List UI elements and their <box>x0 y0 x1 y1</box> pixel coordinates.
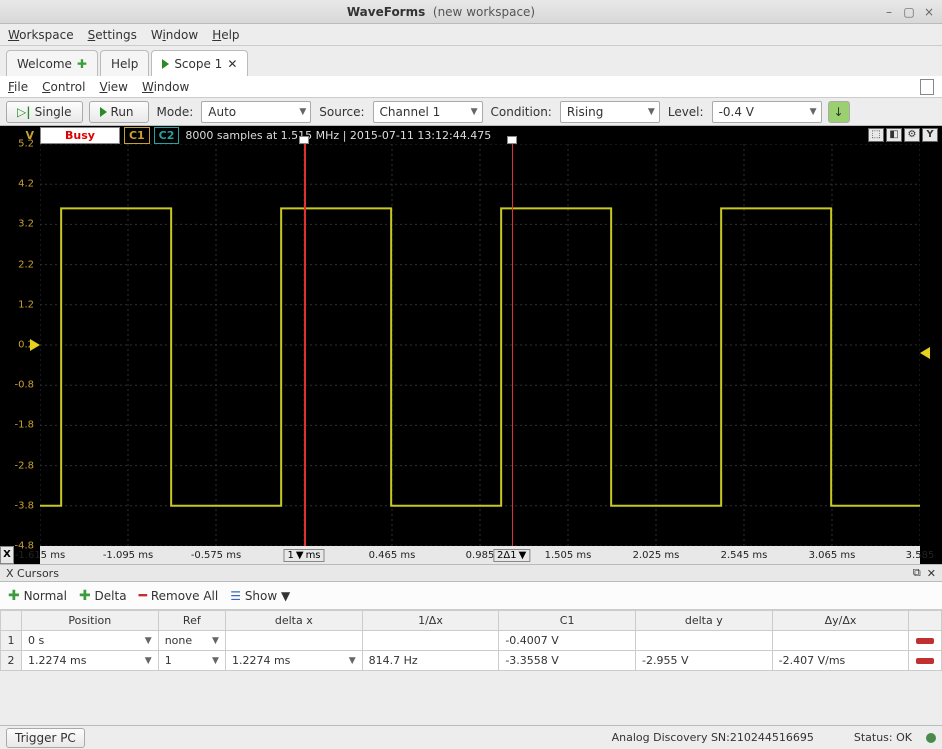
level-value: -0.4 V <box>719 105 754 119</box>
doc-icon[interactable] <box>920 79 934 95</box>
mode-combo[interactable]: Auto▼ <box>201 101 311 123</box>
titlebar: WaveForms (new workspace) – ▢ × <box>0 0 942 24</box>
statusbar: Trigger PC Analog Discovery SN:210244516… <box>0 725 942 749</box>
tab-welcome[interactable]: Welcome ✚ <box>6 50 98 76</box>
trigger-marker-right-icon[interactable] <box>920 347 930 359</box>
cursor-2-box[interactable]: 2Δ1▼ <box>493 549 530 562</box>
menu-window2[interactable]: Window <box>142 80 189 94</box>
run-button[interactable]: Run <box>89 101 149 123</box>
level-label: Level: <box>666 105 706 119</box>
menu-workspace[interactable]: Workspace <box>8 28 74 42</box>
menu-window[interactable]: Window <box>151 28 198 42</box>
single-button[interactable]: ▷| Single <box>6 101 83 123</box>
tabstrip: Welcome ✚ Help Scope 1 ✕ <box>0 46 942 76</box>
xcursors-header: X Cursors ⧉ ✕ <box>0 564 942 582</box>
device-info: Analog Discovery SN:210244516695 <box>612 731 814 744</box>
scope-header: V Busy C1 C2 8000 samples at 1.515 MHz |… <box>0 126 942 144</box>
cursor-1-line[interactable] <box>304 144 306 546</box>
condition-combo[interactable]: Rising▼ <box>560 101 660 123</box>
x-button[interactable]: X <box>0 546 14 564</box>
app-menubar: Workspace Settings Window Help <box>0 24 942 46</box>
cursor-row[interactable]: 21.2274 ms▼1▼1.2274 ms▼814.7 Hz-3.3558 V… <box>1 651 942 671</box>
menu-settings[interactable]: Settings <box>88 28 137 42</box>
cursor-row[interactable]: 10 s▼none▼-0.4007 V <box>1 631 942 651</box>
tab-help[interactable]: Help <box>100 50 149 76</box>
busy-indicator: Busy <box>40 127 120 144</box>
xcursors-table: PositionRefdelta x1/ΔxC1delta yΔy/Δx 10 … <box>0 610 942 671</box>
tab-close-icon[interactable]: ✕ <box>227 57 237 71</box>
menu-help[interactable]: Help <box>212 28 239 42</box>
single-label: Single <box>35 105 72 119</box>
cursor-1-box[interactable]: 1▼ms <box>283 549 324 562</box>
cursor-2-line[interactable] <box>512 144 514 546</box>
remove-all-button[interactable]: ━ Remove All <box>139 588 219 604</box>
plus-icon: ✚ <box>77 57 87 71</box>
status-icon <box>926 733 936 743</box>
add-delta-button[interactable]: ✚ Delta <box>79 588 127 604</box>
play-icon <box>162 59 169 69</box>
source-label: Source: <box>317 105 366 119</box>
acquisition-info: 8000 samples at 1.515 MHz | 2015-07-11 1… <box>185 129 491 142</box>
menu-view[interactable]: View <box>99 80 127 94</box>
tab-welcome-label: Welcome <box>17 57 72 71</box>
hdr-icon-2[interactable]: ◧ <box>886 128 902 142</box>
xcursors-title: X Cursors <box>6 567 59 580</box>
play-icon <box>100 107 107 117</box>
tab-scope1[interactable]: Scope 1 ✕ <box>151 50 248 76</box>
trigger-pc-button[interactable]: Trigger PC <box>6 728 85 748</box>
maximize-icon[interactable]: ▢ <box>902 5 916 19</box>
status-ok: Status: OK <box>854 731 912 744</box>
close-icon[interactable]: × <box>922 5 936 19</box>
x-axis: -1.615 ms-1.095 ms-0.575 ms0.465 ms0.985… <box>40 546 920 564</box>
mode-value: Auto <box>208 105 236 119</box>
channel-c1-chip[interactable]: C1 <box>124 127 150 144</box>
trigger-down-icon[interactable]: ↓ <box>828 101 850 123</box>
cursor-1-handle-icon[interactable] <box>299 136 309 144</box>
window-title: WaveForms (new workspace) <box>6 5 876 19</box>
right-strip <box>920 144 942 546</box>
cursor-2-handle-icon[interactable] <box>507 136 517 144</box>
mode-label: Mode: <box>155 105 196 119</box>
condition-value: Rising <box>567 105 603 119</box>
scope-menubar: File Control View Window <box>0 76 942 98</box>
hdr-icon-1[interactable]: ⬚ <box>868 128 884 142</box>
trigger-marker-left-icon[interactable] <box>30 339 40 351</box>
minimize-icon[interactable]: – <box>882 5 896 19</box>
source-combo[interactable]: Channel 1▼ <box>373 101 483 123</box>
panel-close-icon[interactable]: ✕ <box>927 567 936 580</box>
menu-control[interactable]: Control <box>42 80 85 94</box>
show-button[interactable]: ☰ Show ▼ <box>230 589 290 603</box>
channel-c2-chip[interactable]: C2 <box>154 127 180 144</box>
run-label: Run <box>111 105 134 119</box>
level-combo[interactable]: -0.4 V▼ <box>712 101 822 123</box>
scope-area: V Busy C1 C2 8000 samples at 1.515 MHz |… <box>0 126 942 564</box>
scope-toolbar: ▷| Single Run Mode: Auto▼ Source: Channe… <box>0 98 942 126</box>
xcursors-toolbar: ✚ Normal ✚ Delta ━ Remove All ☰ Show ▼ <box>0 582 942 610</box>
condition-label: Condition: <box>489 105 554 119</box>
source-value: Channel 1 <box>380 105 441 119</box>
hdr-icon-3[interactable]: ⚙ <box>904 128 920 142</box>
y-button[interactable]: Y <box>922 128 938 142</box>
panel-restore-icon[interactable]: ⧉ <box>913 566 921 580</box>
plot-canvas[interactable] <box>40 144 920 546</box>
tab-scope1-label: Scope 1 <box>174 57 222 71</box>
add-normal-button[interactable]: ✚ Normal <box>8 588 67 604</box>
menu-file[interactable]: File <box>8 80 28 94</box>
